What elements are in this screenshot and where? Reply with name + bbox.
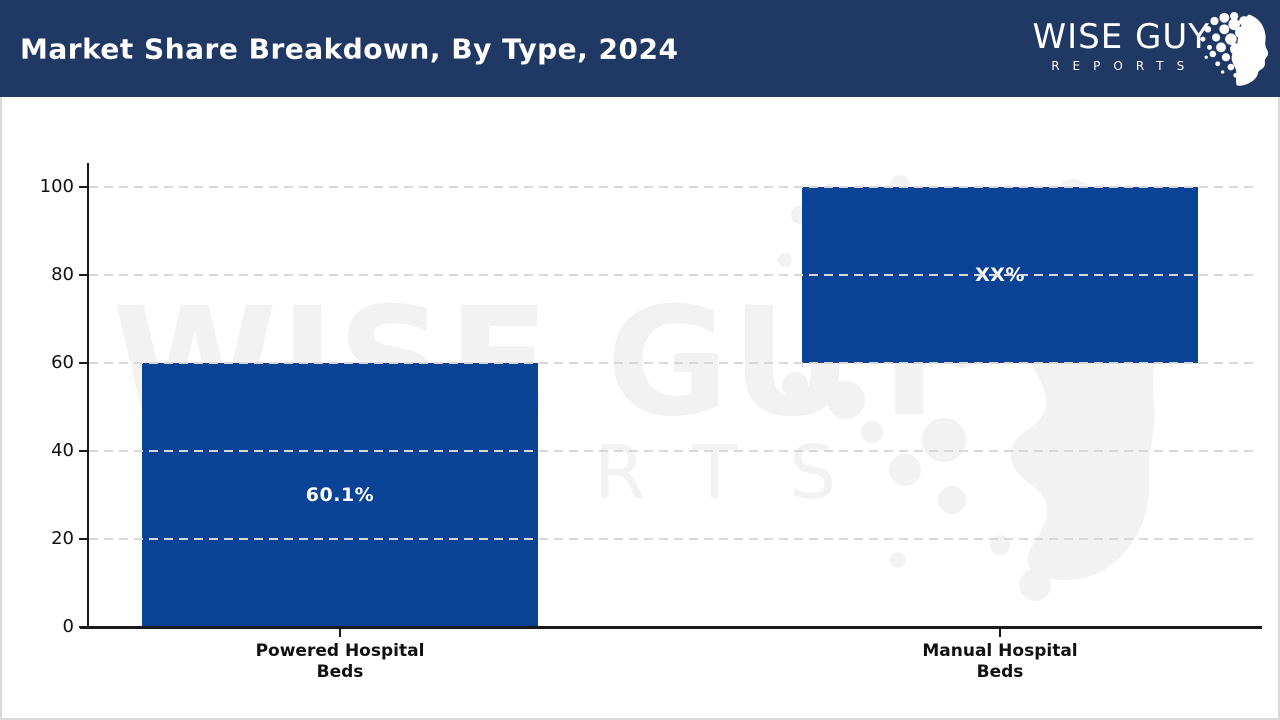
gridline-40 bbox=[89, 450, 1254, 452]
y-tick-label-60: 60 bbox=[51, 352, 74, 373]
logo-face-icon bbox=[1200, 12, 1269, 86]
gridline-80 bbox=[89, 274, 1254, 276]
gridline-20 bbox=[89, 538, 1254, 540]
y-tick-60 bbox=[79, 362, 87, 364]
gridline-60 bbox=[89, 362, 1254, 364]
logo-wordmark: WISE GUY bbox=[1032, 17, 1210, 57]
wise-guy-reports-logo: WISE GUY REPORTS bbox=[1022, 4, 1272, 94]
y-tick-label-40: 40 bbox=[51, 440, 74, 461]
bar-value-label: 60.1% bbox=[305, 483, 375, 506]
y-tick-label-20: 20 bbox=[51, 528, 74, 549]
bar-powered-hospital-beds: 60.1% bbox=[142, 362, 538, 627]
category-line: Beds bbox=[316, 662, 364, 682]
x-tick-powered bbox=[339, 629, 341, 637]
y-tick-label-80: 80 bbox=[51, 264, 74, 285]
y-tick-label-100: 100 bbox=[39, 176, 74, 197]
y-tick-100 bbox=[79, 186, 87, 188]
x-tick-manual bbox=[999, 629, 1001, 637]
category-label-manual-hospital-beds: Manual Hospital Beds bbox=[802, 641, 1198, 683]
y-tick-40 bbox=[79, 450, 87, 452]
y-tick-80 bbox=[79, 274, 87, 276]
page-title: Market Share Breakdown, By Type, 2024 bbox=[20, 32, 679, 65]
header-bar: Market Share Breakdown, By Type, 2024 WI… bbox=[0, 0, 1280, 97]
gridline-100 bbox=[89, 186, 1254, 188]
category-line: Manual Hospital bbox=[922, 641, 1078, 661]
y-tick-label-0: 0 bbox=[62, 616, 74, 637]
logo-subtitle: REPORTS bbox=[1051, 58, 1198, 73]
category-label-powered-hospital-beds: Powered Hospital Beds bbox=[142, 641, 538, 683]
x-axis-line bbox=[80, 626, 1262, 629]
y-axis-line bbox=[87, 163, 89, 628]
category-line: Beds bbox=[976, 662, 1024, 682]
category-line: Powered Hospital bbox=[255, 641, 425, 661]
y-tick-0 bbox=[79, 626, 87, 628]
y-tick-20 bbox=[79, 538, 87, 540]
logo-text: WISE GUY REPORTS bbox=[1032, 17, 1210, 73]
